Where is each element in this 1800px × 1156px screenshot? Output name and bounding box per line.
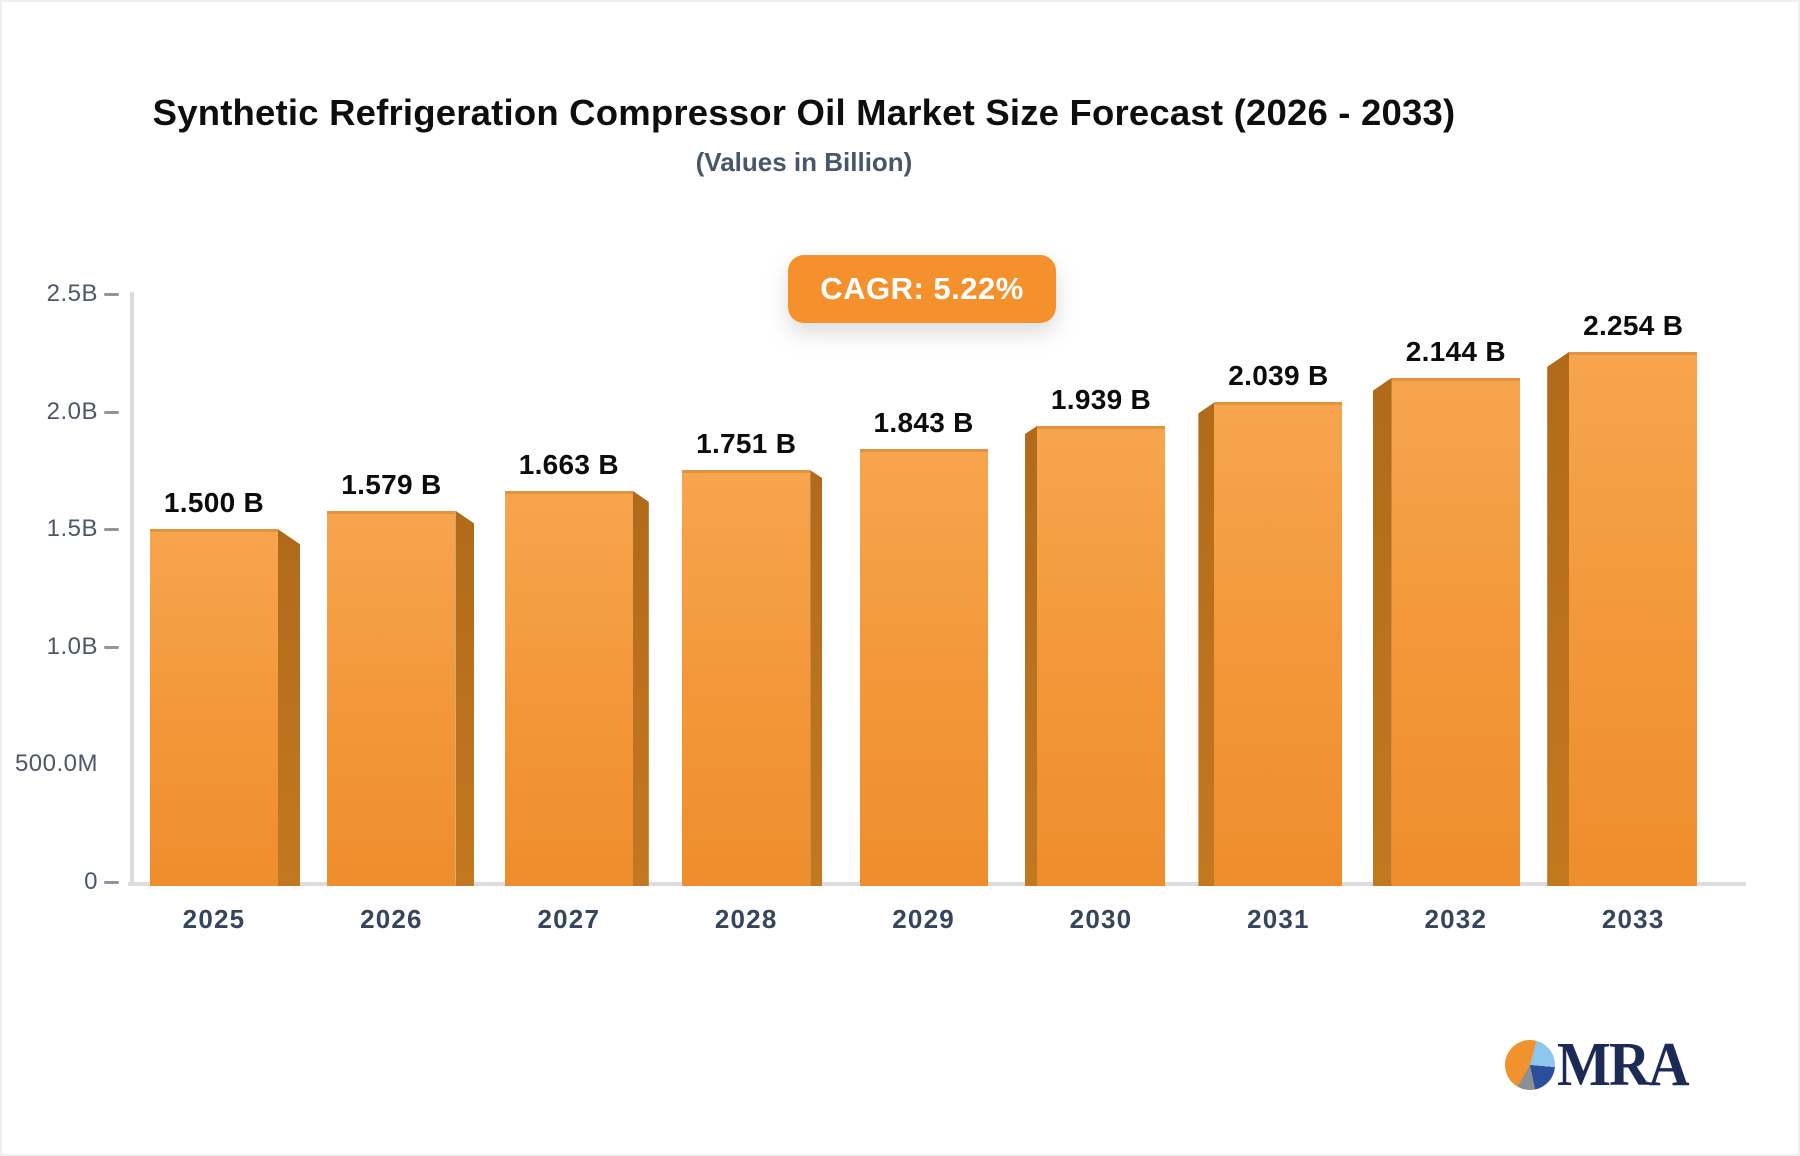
bar-2025 — [150, 529, 278, 886]
bar-2028 — [682, 470, 811, 886]
bar-side-2025 — [278, 529, 300, 886]
y-tick-mark — [104, 293, 119, 296]
x-axis-label-2025: 2025 — [182, 904, 246, 934]
bar-value-label-2028: 1.751 B — [696, 428, 797, 460]
bar-value-label-2031: 2.039 B — [1228, 360, 1329, 392]
y-tick-label-2.5B: 2.5B — [46, 280, 98, 307]
bar-value-label-2025: 1.500 B — [163, 487, 265, 519]
x-axis-label-2030: 2030 — [1069, 904, 1133, 934]
pie-chart-icon — [1505, 1040, 1555, 1090]
y-tick-label-1.0B: 1.0B — [46, 632, 98, 660]
x-axis-label-2026: 2026 — [360, 904, 423, 934]
y-tick-label-0: 0 — [84, 868, 98, 895]
y-tick-mark — [104, 410, 119, 414]
x-axis-label-2032: 2032 — [1424, 904, 1488, 934]
bar-value-label-2029: 1.843 B — [873, 406, 974, 438]
x-axis-label-2027: 2027 — [537, 904, 601, 934]
x-axis-label-2033: 2033 — [1601, 904, 1665, 934]
bar-2032 — [1391, 377, 1520, 886]
x-axis-label-2028: 2028 — [714, 904, 778, 934]
cagr-badge-label: CAGR: 5.22% — [820, 271, 1024, 306]
bar-value-label-2026: 1.579 B — [341, 468, 442, 500]
bar-side-2033 — [1547, 351, 1570, 886]
bar-2031 — [1214, 402, 1343, 886]
bar-value-label-2027: 1.663 B — [518, 448, 619, 480]
mra-logo-text: MRA — [1557, 1031, 1690, 1099]
bar-2029 — [859, 448, 988, 886]
y-tick-label-1.5B: 1.5B — [46, 515, 98, 543]
y-axis-line — [130, 292, 134, 886]
bar-side-2032 — [1372, 377, 1392, 886]
cagr-badge: CAGR: 5.22% — [788, 255, 1056, 323]
x-axis-label-2031: 2031 — [1247, 904, 1310, 934]
bar-side-2027 — [632, 490, 649, 886]
bar-2033 — [1569, 351, 1698, 886]
y-tick-label-500.0M: 500.0M — [14, 750, 98, 778]
chart-subtitle: (Values in Billion) — [695, 147, 913, 177]
x-axis-label-2029: 2029 — [892, 904, 955, 934]
y-tick-mark — [104, 645, 119, 649]
chart-title: Synthetic Refrigeration Compressor Oil M… — [152, 92, 1456, 133]
bar-value-label-2030: 1.939 B — [1050, 383, 1152, 415]
bar-value-label-2033: 2.254 B — [1583, 309, 1684, 341]
bar-2026 — [327, 510, 456, 886]
bar-2030 — [1037, 425, 1165, 886]
mra-logo: MRA — [1505, 1031, 1699, 1099]
bar-2027 — [504, 490, 633, 886]
bar-side-2026 — [455, 510, 475, 886]
y-tick-mark — [104, 528, 119, 532]
bar-side-2030 — [1025, 425, 1037, 886]
bar-value-label-2032: 2.144 B — [1405, 335, 1506, 367]
bar-side-2028 — [810, 470, 823, 886]
y-tick-mark — [104, 881, 119, 884]
y-tick-label-2.0B: 2.0B — [46, 397, 98, 425]
bar-side-2031 — [1198, 402, 1215, 886]
